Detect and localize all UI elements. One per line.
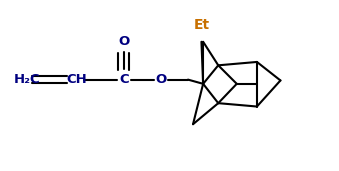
Text: Et: Et bbox=[193, 18, 210, 32]
Text: CH: CH bbox=[67, 73, 87, 86]
Text: O: O bbox=[156, 73, 167, 86]
Text: H₂C: H₂C bbox=[14, 73, 41, 86]
Text: O: O bbox=[119, 35, 130, 48]
Text: C: C bbox=[119, 73, 129, 86]
